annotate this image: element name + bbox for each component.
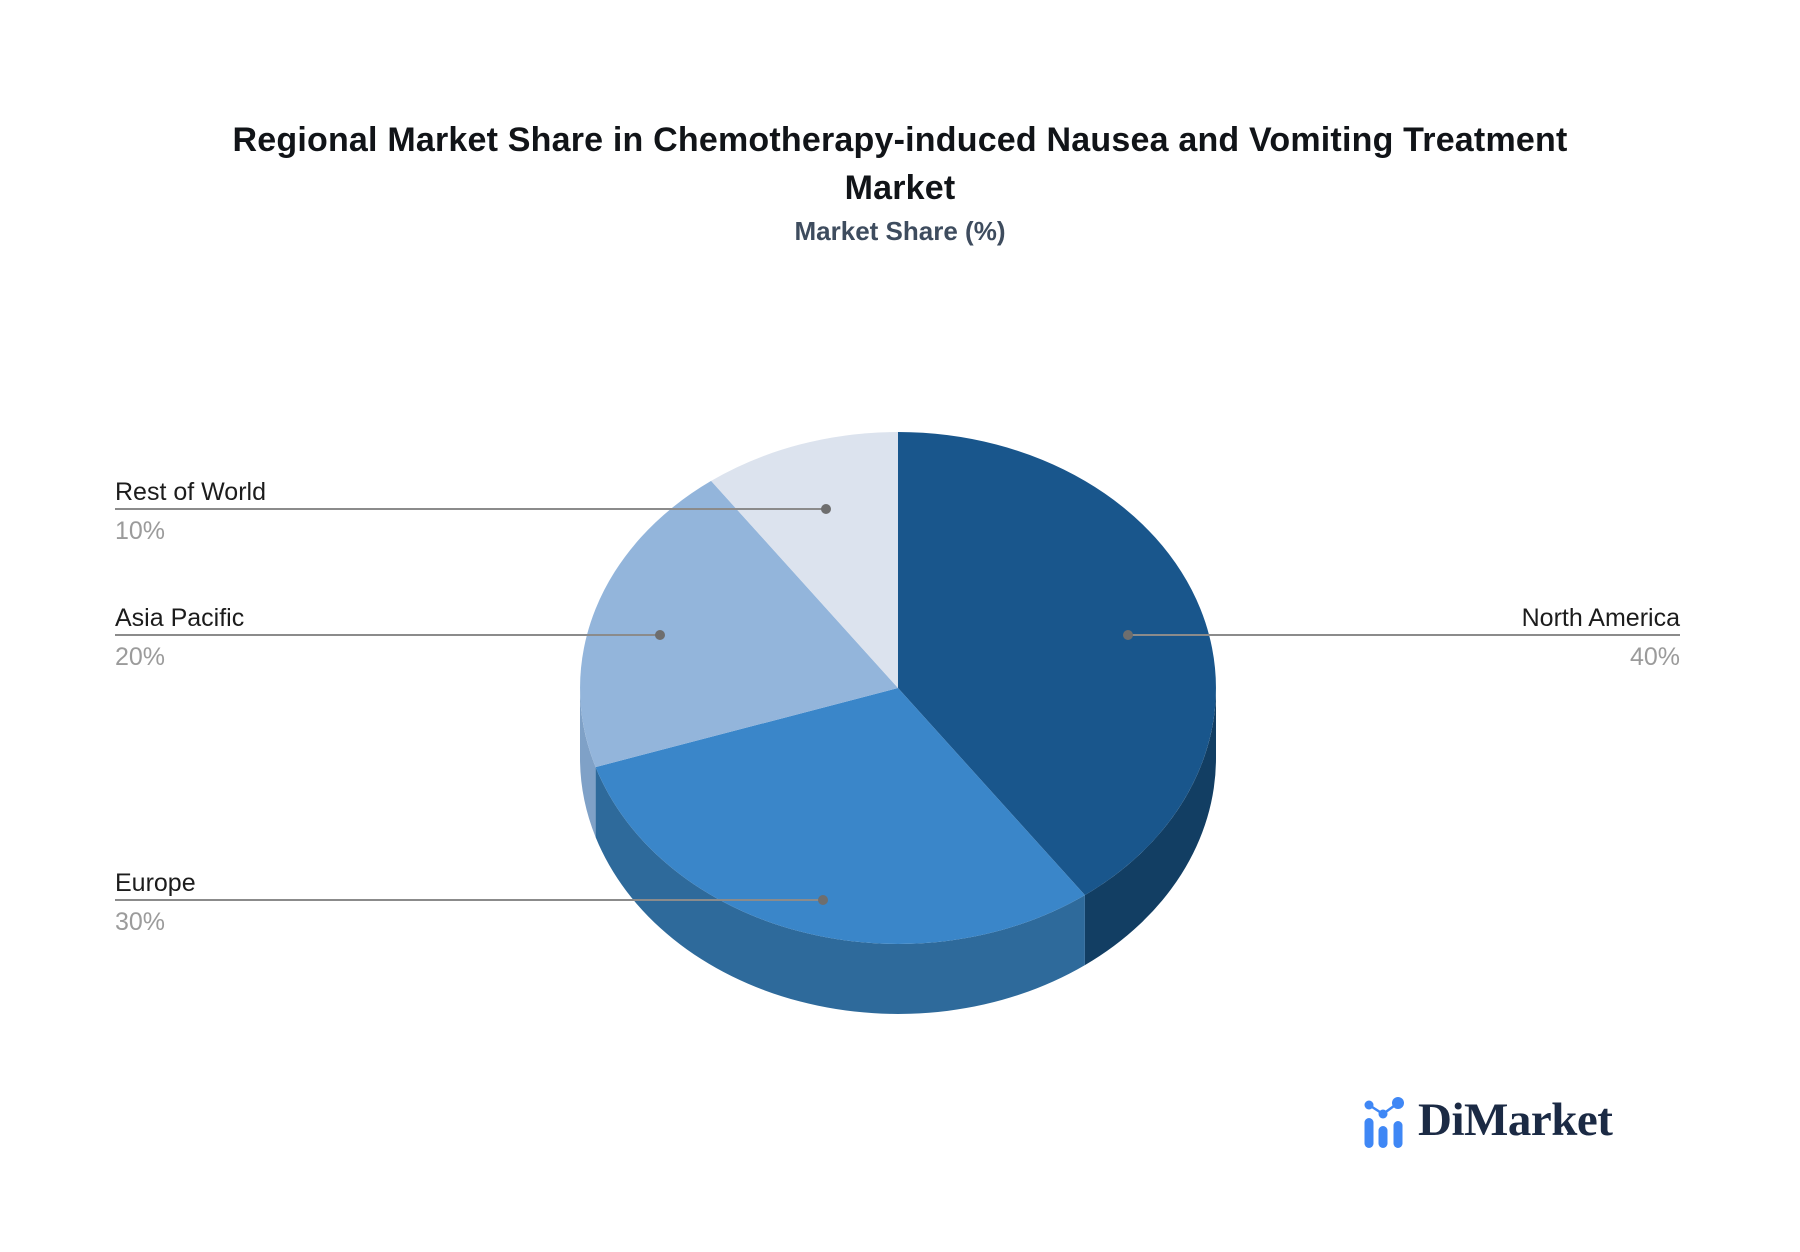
leader-dot-north-america <box>1123 630 1133 640</box>
slice-label: Europe <box>115 869 196 897</box>
slice-percent: 20% <box>115 643 166 671</box>
leader-dot-asia-pacific <box>655 630 665 640</box>
dimarket-logo-text: DiMarket <box>1418 1094 1613 1146</box>
chart-subtitle: Market Share (%) <box>794 216 1006 246</box>
pie-slice-asia-pacific <box>580 480 898 768</box>
pie-slice-side-north-america <box>1084 688 1216 966</box>
chart-title: Regional Market Share in Chemotherapy-in… <box>232 121 1568 207</box>
pie-slice-north-america <box>898 432 1216 896</box>
leader-dot-rest-of-world <box>821 504 831 514</box>
bar-chart-logo-icon <box>1364 1097 1404 1148</box>
slice-label: Rest of World <box>115 478 266 506</box>
pie-slice-europe <box>595 688 1085 944</box>
slice-percent: 40% <box>1629 643 1680 671</box>
callout-rest-of-world: Rest of World 10% <box>115 477 266 546</box>
pie-slice-rest-of-world <box>711 432 898 688</box>
slice-percent: 10% <box>115 517 166 545</box>
callout-europe: Europe 30% <box>115 868 196 937</box>
dimarket-logo: DiMarket <box>1362 1094 1613 1148</box>
leader-dot-europe <box>818 895 828 905</box>
slice-percent: 30% <box>115 908 166 936</box>
slice-label: North America <box>1521 604 1680 632</box>
pie-slice-side-europe <box>595 767 1085 1014</box>
callout-north-america: North America 40% <box>1522 603 1680 672</box>
slice-label: Asia Pacific <box>115 604 245 632</box>
pie-slice-side-asia-pacific <box>580 688 596 838</box>
callout-asia-pacific: Asia Pacific 20% <box>115 603 244 672</box>
